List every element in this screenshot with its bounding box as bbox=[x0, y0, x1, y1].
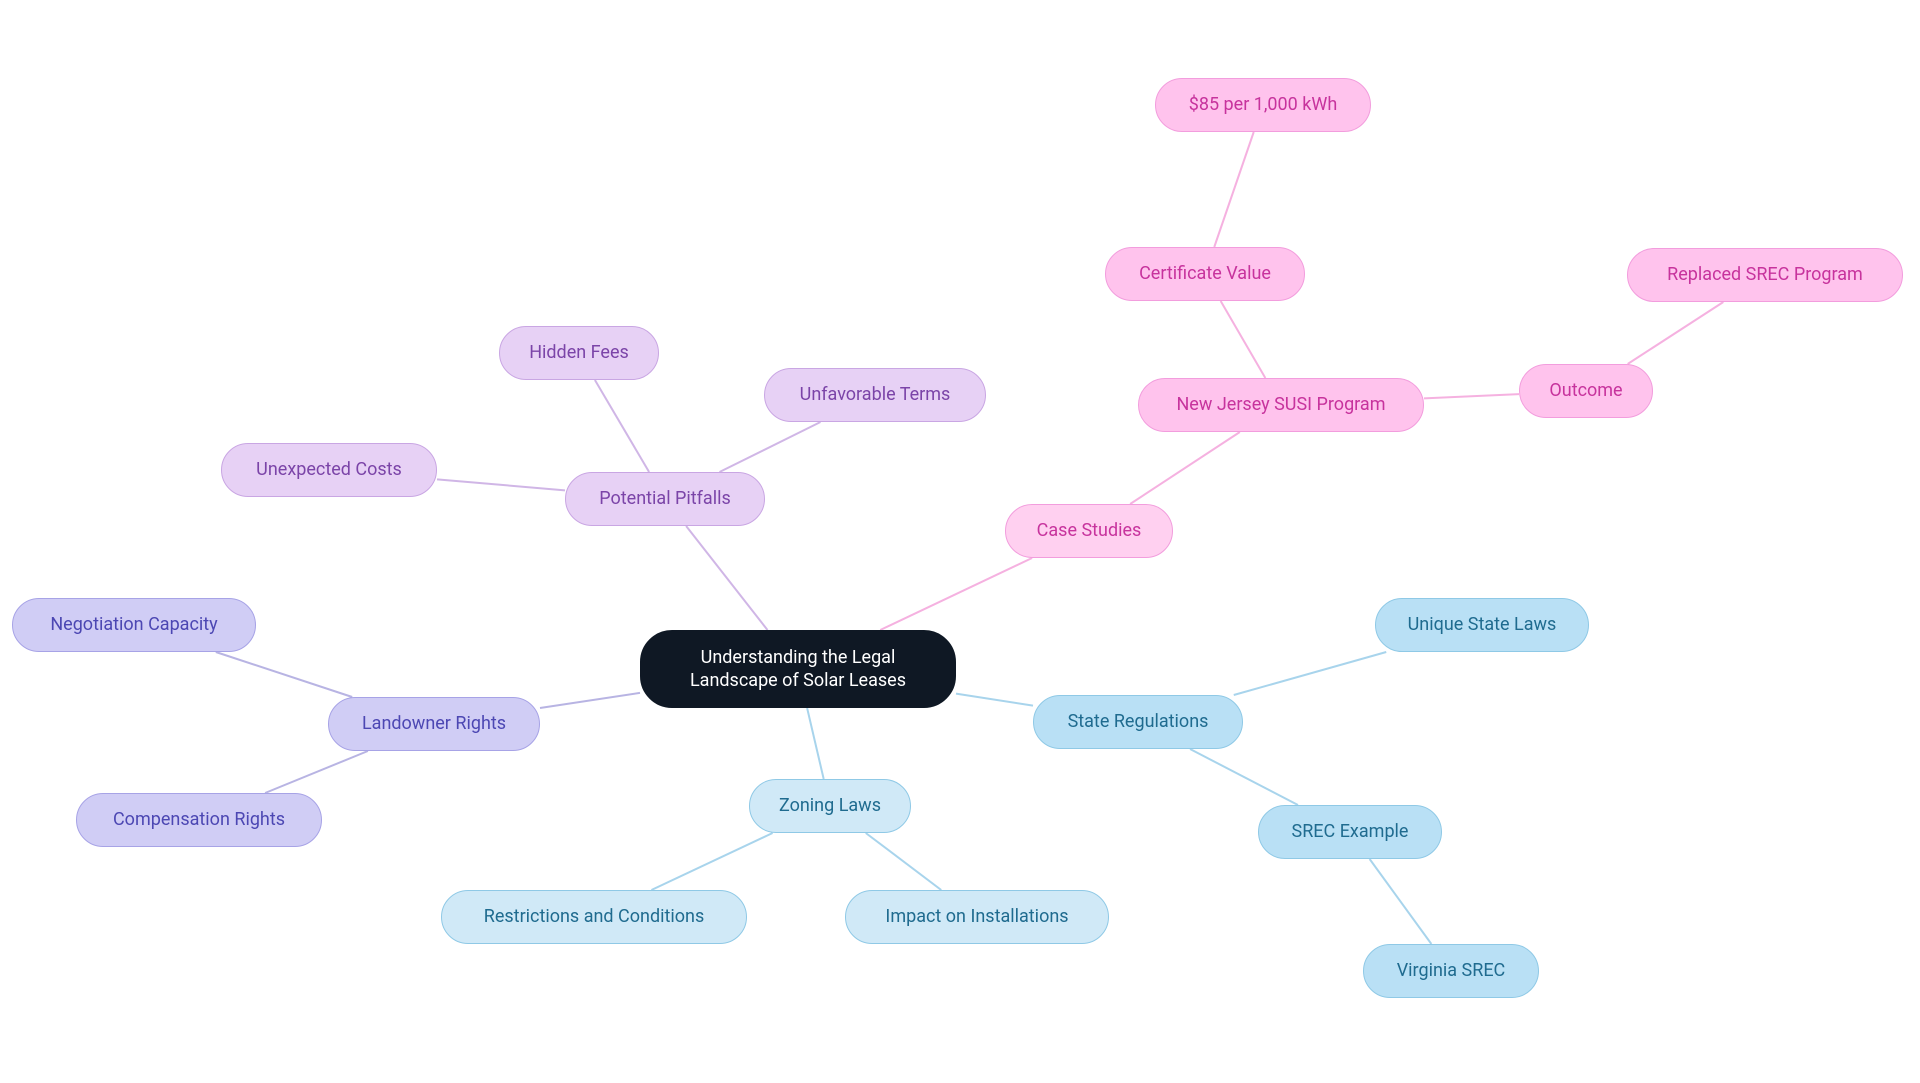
node-outcome: Outcome bbox=[1519, 364, 1653, 418]
node-landowner: Landowner Rights bbox=[328, 697, 540, 751]
node-kwh: $85 per 1,000 kWh bbox=[1155, 78, 1371, 132]
node-zoning-impact: Impact on Installations bbox=[845, 890, 1109, 944]
node-compensation: Compensation Rights bbox=[76, 793, 322, 847]
node-unfavorable: Unfavorable Terms bbox=[764, 368, 986, 422]
node-pitfalls: Potential Pitfalls bbox=[565, 472, 765, 526]
center-node: Understanding the Legal Landscape of Sol… bbox=[640, 630, 956, 708]
node-cert-value: Certificate Value bbox=[1105, 247, 1305, 301]
node-hidden-fees: Hidden Fees bbox=[499, 326, 659, 380]
node-nj-susi: New Jersey SUSI Program bbox=[1138, 378, 1424, 432]
node-srec-example: SREC Example bbox=[1258, 805, 1442, 859]
node-unique-laws: Unique State Laws bbox=[1375, 598, 1589, 652]
node-unexpected: Unexpected Costs bbox=[221, 443, 437, 497]
node-virginia: Virginia SREC bbox=[1363, 944, 1539, 998]
node-state-reg: State Regulations bbox=[1033, 695, 1243, 749]
node-zoning: Zoning Laws bbox=[749, 779, 911, 833]
node-zoning-restrictions: Restrictions and Conditions bbox=[441, 890, 747, 944]
node-negotiation: Negotiation Capacity bbox=[12, 598, 256, 652]
node-case-studies: Case Studies bbox=[1005, 504, 1173, 558]
node-replaced: Replaced SREC Program bbox=[1627, 248, 1903, 302]
